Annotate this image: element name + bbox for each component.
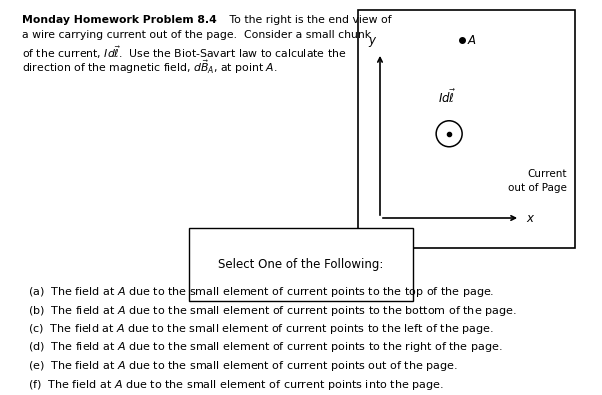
Text: (a)  The field at $A$ due to the small element of current points to the top of t: (a) The field at $A$ due to the small el… xyxy=(28,285,494,299)
Text: (e)  The field at $A$ due to the small element of current points out of the page: (e) The field at $A$ due to the small el… xyxy=(28,359,458,373)
Text: (d)  The field at $A$ due to the small element of current points to the right of: (d) The field at $A$ due to the small el… xyxy=(28,340,503,354)
Text: $A$: $A$ xyxy=(467,34,477,47)
Text: To the right is the end view of: To the right is the end view of xyxy=(226,15,392,25)
Circle shape xyxy=(436,121,462,147)
Text: (c)  The field at $A$ due to the small element of current points to the left of : (c) The field at $A$ due to the small el… xyxy=(28,322,494,336)
Text: direction of the magnetic field, $d\vec{B}_A$, at point $A$.: direction of the magnetic field, $d\vec{… xyxy=(22,58,278,76)
Text: (b)  The field at $A$ due to the small element of current points to the bottom o: (b) The field at $A$ due to the small el… xyxy=(28,303,517,318)
Text: $x$: $x$ xyxy=(526,213,535,226)
Text: $Id\vec{\ell}$: $Id\vec{\ell}$ xyxy=(438,89,456,106)
Text: Monday Homework Problem 8.4: Monday Homework Problem 8.4 xyxy=(22,15,217,25)
Bar xyxy=(358,10,575,248)
Text: Select One of the Following:: Select One of the Following: xyxy=(219,258,383,271)
Text: of the current, $Id\vec{\ell}$.  Use the Biot-Savart law to calculate the: of the current, $Id\vec{\ell}$. Use the … xyxy=(22,44,346,61)
Text: Current
out of Page: Current out of Page xyxy=(508,169,567,194)
Text: a wire carrying current out of the page.  Consider a small chunk: a wire carrying current out of the page.… xyxy=(22,30,371,40)
Text: (f)  The field at $A$ due to the small element of current points into the page.: (f) The field at $A$ due to the small el… xyxy=(28,378,444,391)
Text: $y$: $y$ xyxy=(368,35,377,49)
